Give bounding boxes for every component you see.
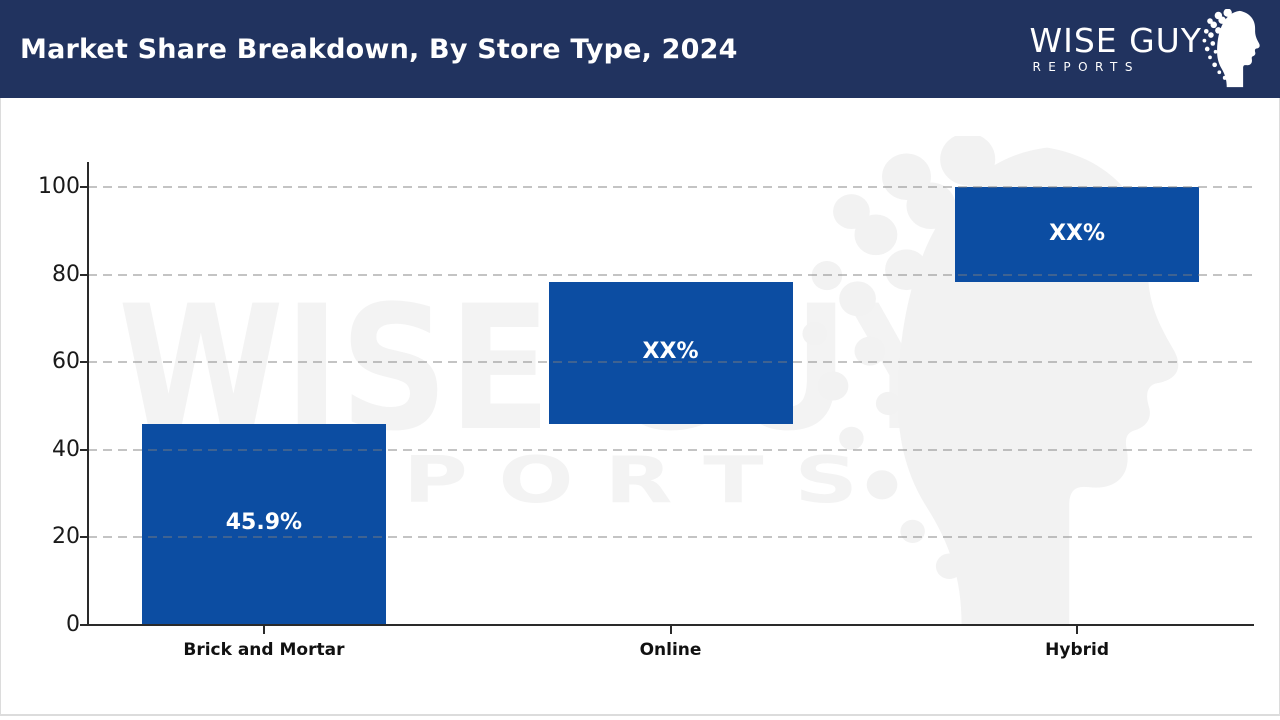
- category-label: Hybrid: [1045, 640, 1109, 660]
- y-tick-label: 0: [66, 612, 80, 637]
- bottom-divider: [0, 714, 1280, 716]
- bar-brick-and-mortar: [141, 423, 386, 625]
- face-profile-icon: [1202, 9, 1260, 88]
- y-tick-label: 100: [38, 174, 80, 199]
- y-gridline: [88, 536, 1253, 539]
- y-gridline: [88, 361, 1253, 364]
- bar-online: [548, 282, 793, 424]
- bar-value-label: XX%: [1049, 220, 1106, 246]
- y-axis-tick: [80, 624, 88, 626]
- x-axis-line: [87, 624, 1254, 626]
- logo-brand-line1: WISE GUY: [1029, 21, 1202, 60]
- y-axis-line: [87, 162, 89, 624]
- x-axis-tick: [262, 626, 265, 634]
- y-axis-tick: [80, 448, 88, 451]
- y-gridline: [88, 186, 1253, 188]
- y-axis-tick: [80, 536, 88, 539]
- y-tick-label: 80: [52, 261, 80, 287]
- y-axis-tick: [80, 273, 88, 276]
- category-label: Online: [639, 640, 702, 660]
- y-axis-tick: [80, 361, 88, 364]
- chart-title: Market Share Breakdown, By Store Type, 2…: [20, 33, 738, 65]
- bar-hybrid: [955, 187, 1200, 283]
- x-axis-tick: [1076, 626, 1079, 634]
- y-tick-label: 40: [52, 436, 80, 462]
- y-axis-tick: [80, 186, 88, 188]
- bar-value-label: XX%: [642, 339, 699, 364]
- y-tick-label: 20: [52, 524, 80, 550]
- bar-value-label: 45.9%: [225, 510, 303, 536]
- y-gridline: [88, 448, 1253, 451]
- header-bar: Market Share Breakdown, By Store Type, 2…: [0, 0, 1280, 98]
- category-label: Brick and Mortar: [183, 640, 345, 660]
- x-axis-tick: [669, 626, 672, 634]
- logo-text: WISE GUY REPORTS: [1029, 24, 1202, 74]
- chart-area: WISE GUY R E P O R T S 0 20 40 60 80 100 Brick…: [0, 98, 1280, 716]
- wiseguy-reports-logo: WISE GUY REPORTS: [1029, 9, 1262, 89]
- logo-brand-line2: REPORTS: [1032, 60, 1140, 74]
- y-tick-label: 60: [52, 349, 80, 375]
- y-gridline: [88, 273, 1253, 276]
